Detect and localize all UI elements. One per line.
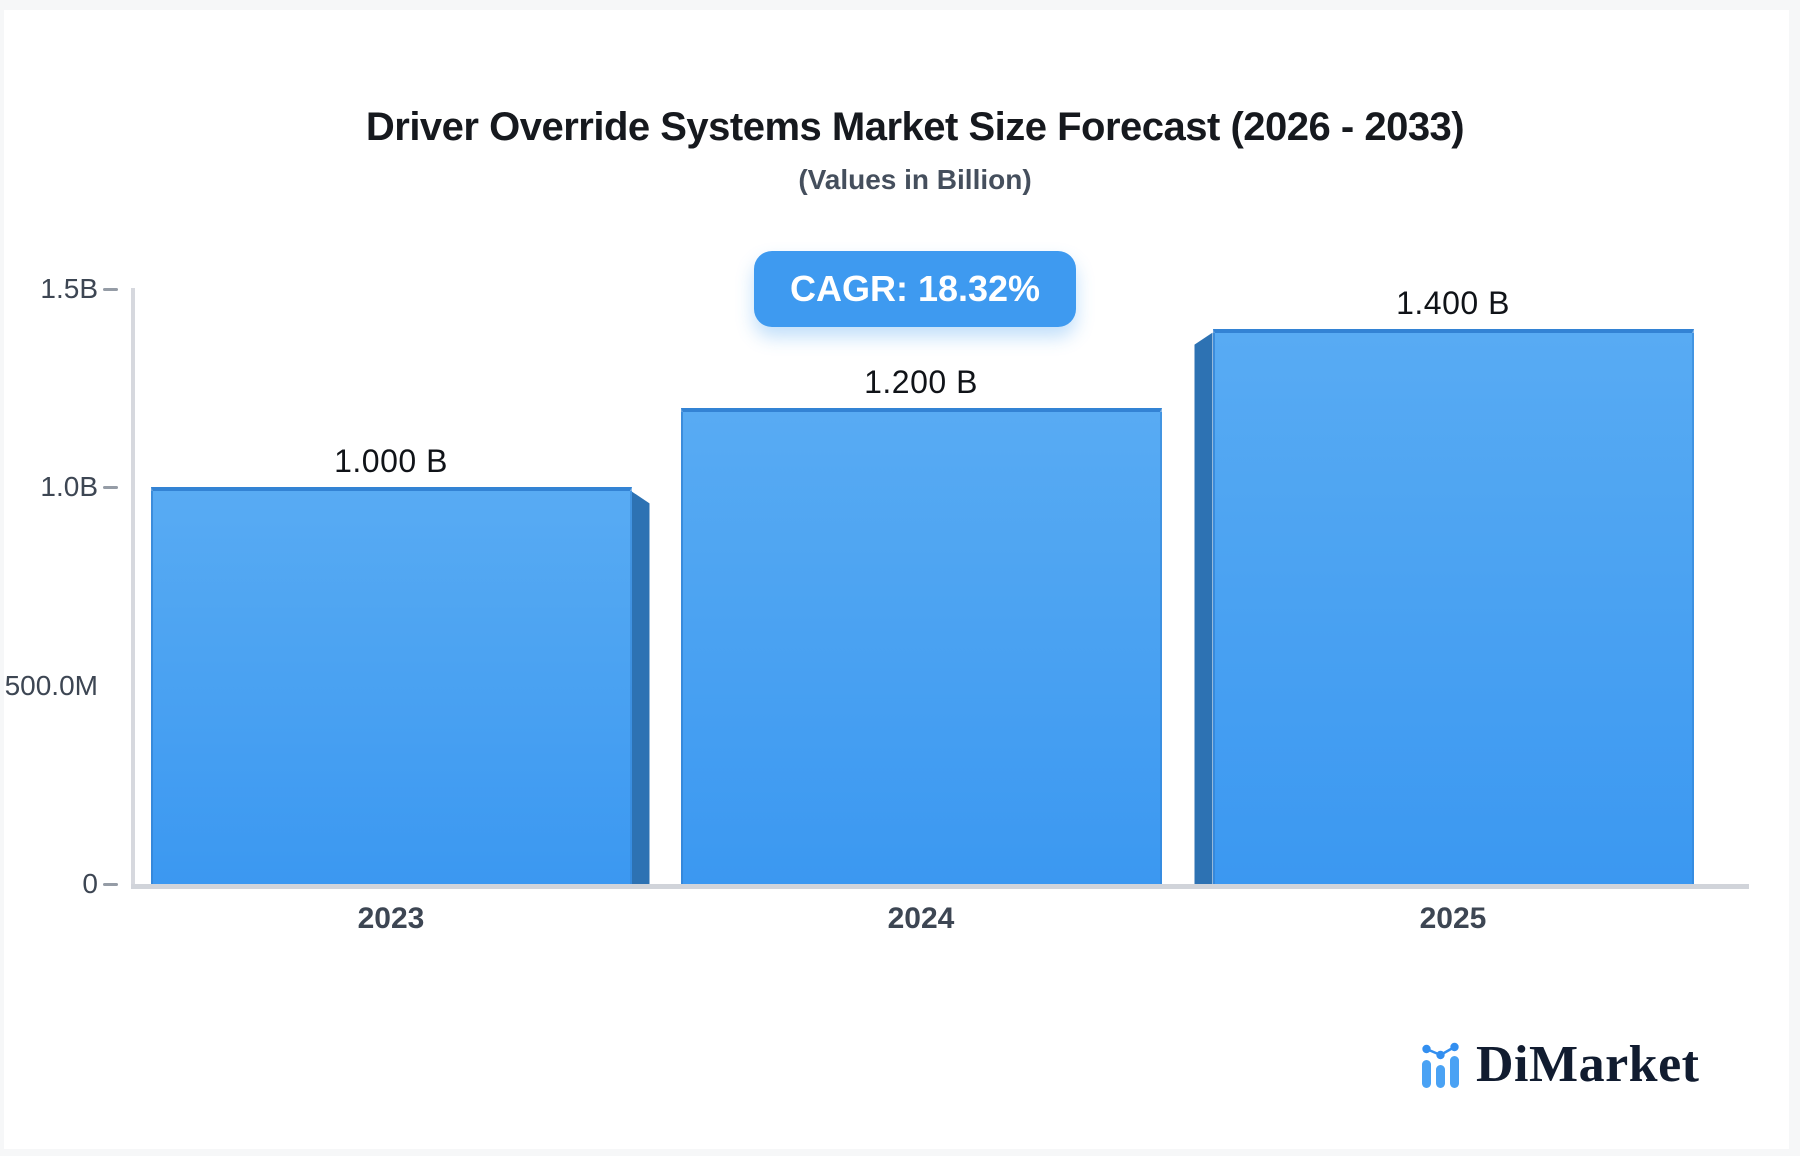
- x-axis-label: 2024: [887, 902, 955, 935]
- bar-value-label: 1.000 B: [334, 443, 448, 480]
- x-axis-label: 2023: [357, 902, 425, 935]
- canvas-border-bottom: [0, 1149, 1800, 1156]
- y-axis-label: 500.0M: [4, 669, 98, 701]
- bar-2025: [1212, 328, 1694, 884]
- chart-subtitle: (Values in Billion): [798, 164, 1032, 195]
- bar-side-face-2025: [1194, 332, 1213, 885]
- cagr-badge-row: CAGR: 18.32%: [30, 251, 1800, 327]
- y-axis-tick: [103, 882, 118, 886]
- bar-value-label: 1.200 B: [864, 364, 978, 400]
- y-axis-tick: [103, 287, 118, 291]
- y-axis-label: 1.5B: [40, 273, 98, 304]
- x-axis-label: 2025: [1419, 902, 1487, 935]
- canvas-border-top: [0, 0, 1800, 10]
- bar-value-label: 1.400 B: [1396, 284, 1510, 321]
- y-axis-tick: [103, 485, 118, 489]
- dimarket-logo: DiMarket: [1422, 1036, 1700, 1093]
- bar-2024: [680, 408, 1162, 884]
- y-axis-label: 0: [82, 868, 98, 899]
- chart-title: Driver Override Systems Market Size Fore…: [365, 105, 1465, 149]
- dimarket-logo-icon: [1422, 1042, 1459, 1088]
- cagr-badge: CAGR: 18.32%: [753, 251, 1077, 327]
- x-axis-line: [131, 884, 1749, 889]
- canvas-border-left: [0, 0, 4, 1156]
- bar-side-face-2023: [631, 491, 650, 884]
- y-axis-line: [131, 288, 135, 884]
- dimarket-logo-text: DiMarket: [1476, 1036, 1700, 1093]
- y-axis-label: 1.0B: [40, 471, 98, 503]
- bar-2023: [150, 487, 632, 884]
- canvas-border-right: [1789, 0, 1800, 1156]
